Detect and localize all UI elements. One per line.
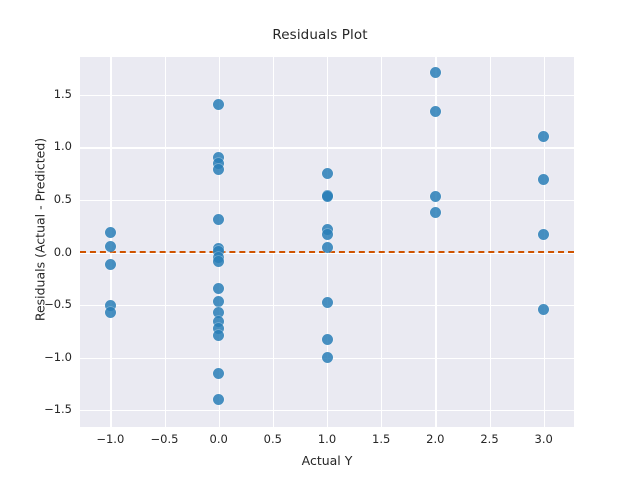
gridline-horizontal <box>80 410 574 412</box>
gridline-horizontal <box>80 147 574 149</box>
scatter-point <box>429 106 441 118</box>
x-tick-label: 2.0 <box>426 432 445 446</box>
scatter-point <box>213 282 225 294</box>
gridline-vertical <box>489 57 491 427</box>
scatter-point <box>213 214 225 226</box>
scatter-point <box>213 394 225 406</box>
gridline-vertical <box>272 57 275 427</box>
scatter-point <box>321 168 333 180</box>
scatter-point <box>321 334 333 346</box>
x-tick-label: 2.5 <box>480 432 499 446</box>
scatter-point <box>104 258 116 270</box>
y-tick-label-text: 1.5 <box>53 86 72 101</box>
scatter-point <box>538 303 550 315</box>
scatter-point <box>429 207 441 219</box>
x-axis-label: Actual Y <box>301 453 353 468</box>
scatter-point <box>104 299 116 311</box>
scatter-point <box>538 229 550 241</box>
scatter-point <box>213 256 225 268</box>
scatter-point <box>213 296 225 308</box>
scatter-point <box>213 157 225 169</box>
scatter-point <box>321 297 333 309</box>
y-tick-label-text: −1.0 <box>44 349 72 364</box>
scatter-point <box>213 245 225 257</box>
scatter-point <box>213 306 225 318</box>
x-tick-label: 1.0 <box>317 432 337 446</box>
x-tick-label: −0.5 <box>150 432 179 446</box>
scatter-point <box>213 316 225 328</box>
scatter-point <box>213 98 225 110</box>
scatter-point <box>213 322 225 334</box>
scatter-point <box>429 67 441 79</box>
gridline-vertical <box>435 57 437 427</box>
scatter-point <box>213 367 225 379</box>
plot-area <box>80 57 574 427</box>
x-tick-label: 0.0 <box>209 432 228 446</box>
scatter-point <box>104 227 116 239</box>
scatter-point <box>429 191 441 203</box>
x-tick-label: −1.0 <box>96 432 125 446</box>
scatter-point <box>213 163 225 175</box>
gridline-vertical <box>218 57 220 427</box>
y-tick-label-text: −0.5 <box>44 297 72 312</box>
scatter-point <box>538 174 550 186</box>
y-tick-label-text: −1.5 <box>44 402 72 417</box>
y-tick-label-text: 0.0 <box>53 244 72 259</box>
y-tick-label-text: 1.0 <box>53 139 72 154</box>
gridline-vertical <box>543 57 545 427</box>
scatter-point <box>104 240 116 252</box>
scatter-point <box>213 330 225 342</box>
scatter-point <box>321 191 333 203</box>
gridline-vertical <box>381 57 383 427</box>
x-tick-label: 0.5 <box>263 432 282 446</box>
gridline-horizontal <box>80 94 574 97</box>
scatter-point <box>321 352 333 364</box>
scatter-point <box>104 306 116 318</box>
x-tick-label: 1.5 <box>372 432 391 446</box>
y-tick-label-text: 0.5 <box>53 191 72 206</box>
gridline-vertical <box>164 57 166 427</box>
y-axis-label: Residuals (Actual - Predicted) <box>32 137 48 322</box>
chart-title: Residuals Plot <box>272 27 368 43</box>
x-tick-label: 3.0 <box>534 432 553 446</box>
scatter-point <box>321 229 333 241</box>
scatter-point <box>321 241 333 253</box>
scatter-point <box>538 131 550 143</box>
